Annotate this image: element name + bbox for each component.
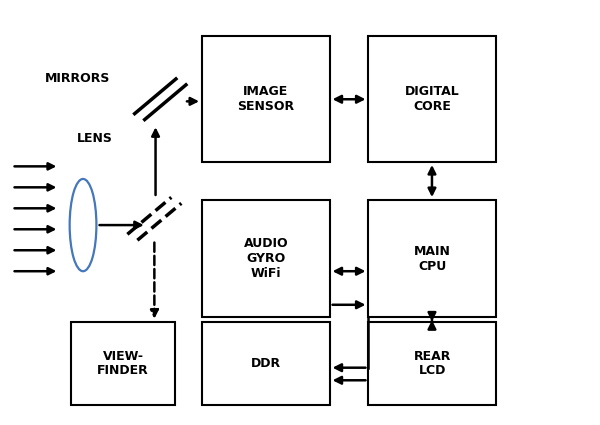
Text: DIGITAL
CORE: DIGITAL CORE [405, 85, 460, 113]
Ellipse shape [70, 179, 97, 271]
Text: IMAGE
SENSOR: IMAGE SENSOR [237, 85, 295, 113]
Text: DDR: DDR [251, 357, 281, 370]
Text: VIEW-
FINDER: VIEW- FINDER [97, 349, 149, 377]
Text: MIRRORS: MIRRORS [44, 72, 110, 85]
Text: MAIN
CPU: MAIN CPU [414, 245, 451, 273]
Text: REAR
LCD: REAR LCD [413, 349, 451, 377]
FancyBboxPatch shape [368, 322, 496, 405]
FancyBboxPatch shape [368, 36, 496, 162]
Text: LENS: LENS [77, 133, 113, 145]
FancyBboxPatch shape [368, 200, 496, 317]
FancyBboxPatch shape [202, 200, 330, 317]
Text: AUDIO
GYRO
WiFi: AUDIO GYRO WiFi [244, 237, 288, 280]
FancyBboxPatch shape [71, 322, 175, 405]
FancyBboxPatch shape [202, 322, 330, 405]
FancyBboxPatch shape [202, 36, 330, 162]
